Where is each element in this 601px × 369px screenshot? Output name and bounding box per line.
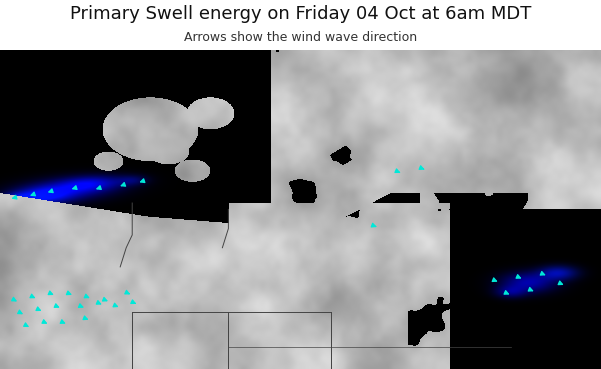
Text: Arrows show the wind wave direction: Arrows show the wind wave direction [184, 31, 417, 44]
Text: Primary Swell energy on Friday 04 Oct at 6am MDT: Primary Swell energy on Friday 04 Oct at… [70, 5, 531, 23]
